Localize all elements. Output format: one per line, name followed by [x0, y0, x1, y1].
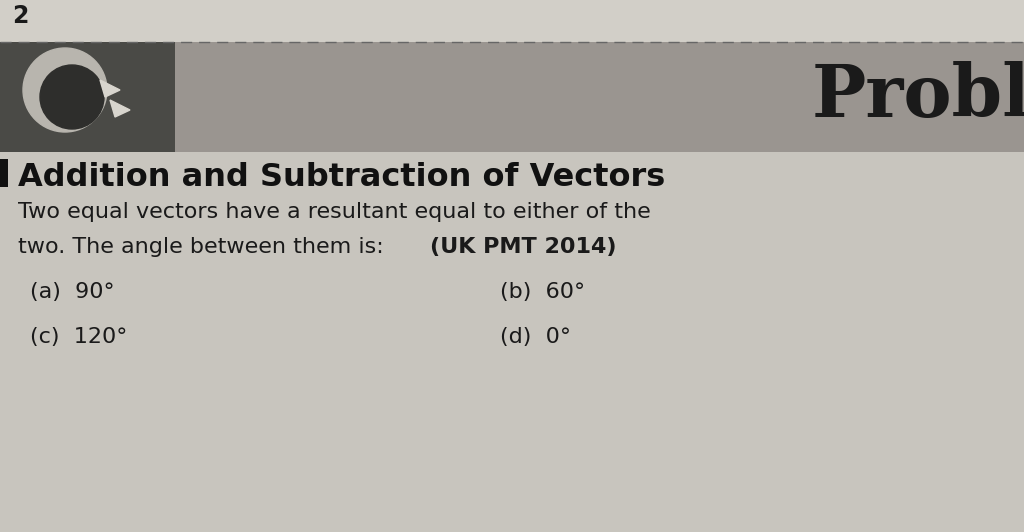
Bar [0, 159, 8, 187]
Text: (b)  60°: (b) 60° [500, 282, 585, 302]
Circle shape [23, 48, 106, 132]
Text: (UK PMT 2014): (UK PMT 2014) [430, 237, 616, 257]
Polygon shape [100, 80, 120, 97]
Bar [0, 0, 1024, 42]
Bar [0, 42, 175, 152]
Text: two. The angle between them is:: two. The angle between them is: [18, 237, 384, 257]
Text: (a)  90°: (a) 90° [30, 282, 115, 302]
Text: Two equal vectors have a resultant equal to either of the: Two equal vectors have a resultant equal… [18, 202, 650, 222]
Text: 2: 2 [12, 4, 29, 28]
Text: (d)  0°: (d) 0° [500, 327, 571, 347]
Bar [0, 42, 1024, 152]
Polygon shape [110, 100, 130, 117]
Text: Addition and Subtraction of Vectors: Addition and Subtraction of Vectors [18, 162, 666, 193]
Text: (c)  120°: (c) 120° [30, 327, 127, 347]
Circle shape [40, 65, 104, 129]
Text: Probl: Probl [811, 62, 1024, 132]
